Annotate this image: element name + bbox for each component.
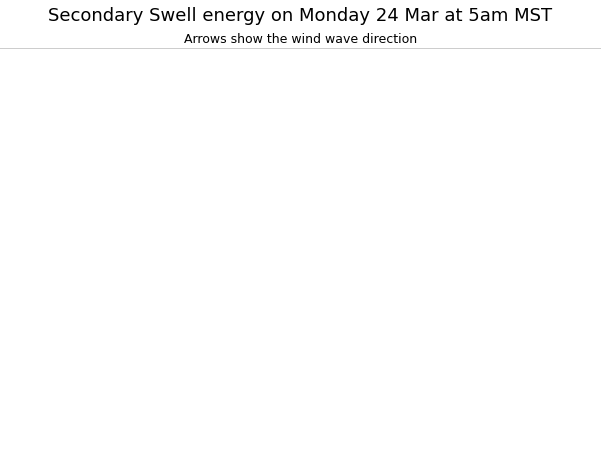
Text: cartopy required: cartopy required	[243, 250, 358, 263]
Text: Secondary Swell energy on Monday 24 Mar at 5am MST: Secondary Swell energy on Monday 24 Mar …	[49, 7, 552, 25]
Text: Arrows show the wind wave direction: Arrows show the wind wave direction	[184, 32, 417, 45]
